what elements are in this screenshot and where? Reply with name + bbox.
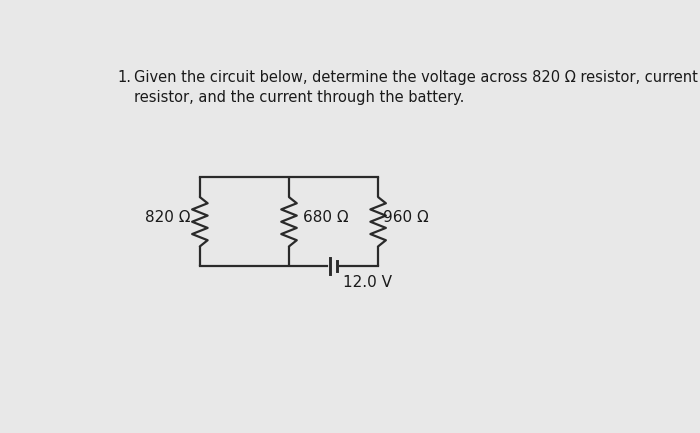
Text: resistor, and the current through the battery.: resistor, and the current through the ba… bbox=[134, 90, 464, 106]
Text: 820 Ω: 820 Ω bbox=[145, 210, 190, 226]
Text: Given the circuit below, determine the voltage across 820 Ω resistor, current th: Given the circuit below, determine the v… bbox=[134, 70, 700, 85]
Text: 960 Ω: 960 Ω bbox=[383, 210, 428, 226]
Text: 680 Ω: 680 Ω bbox=[303, 210, 349, 226]
Text: 1.: 1. bbox=[117, 70, 131, 85]
Text: 12.0 V: 12.0 V bbox=[343, 275, 392, 291]
